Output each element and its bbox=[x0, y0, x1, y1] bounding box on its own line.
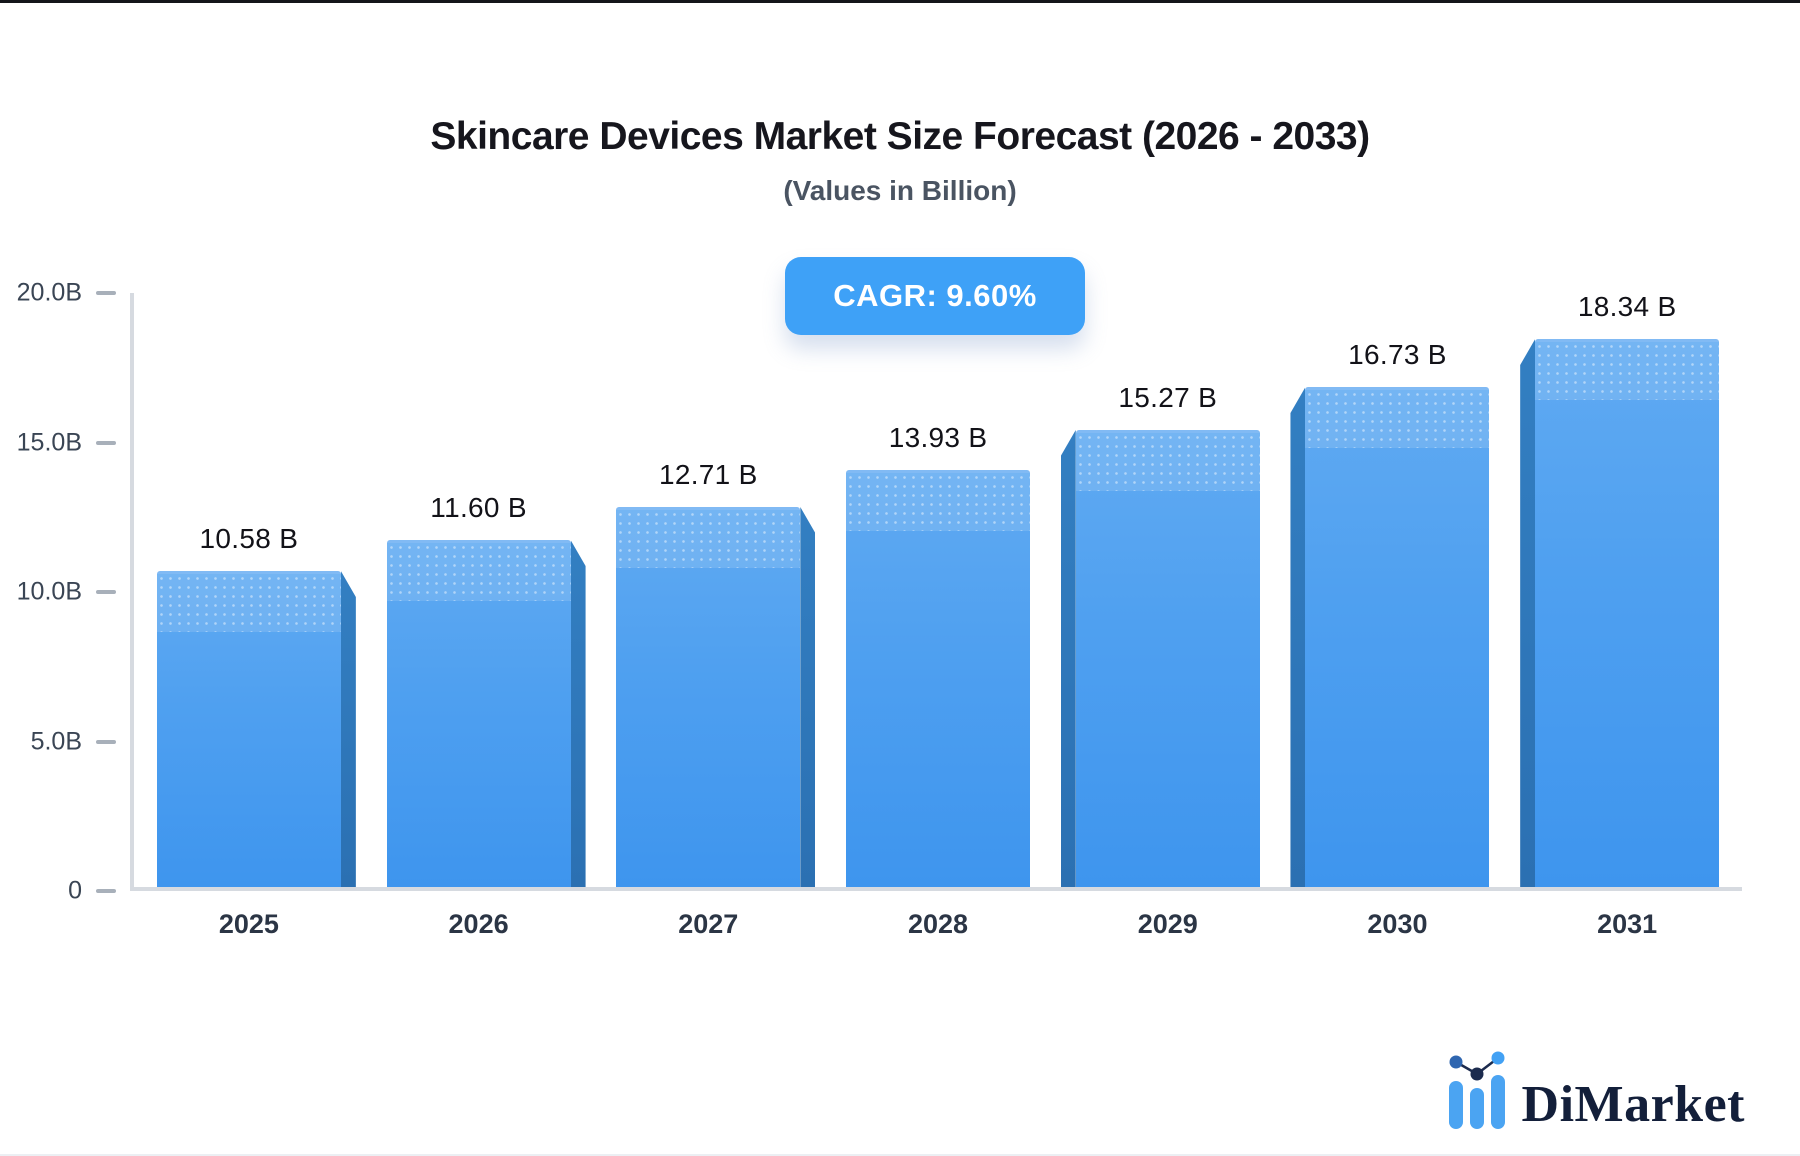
x-axis-label-2026: 2026 bbox=[448, 909, 509, 939]
bar-top-highlight bbox=[616, 510, 801, 568]
cagr-badge: CAGR: 9.60% bbox=[785, 257, 1085, 335]
bar-value-label-2029: 15.27 B bbox=[1118, 382, 1218, 413]
chart-title: Skincare Devices Market Size Forecast (2… bbox=[430, 115, 1370, 158]
bar-top-highlight bbox=[1535, 342, 1720, 400]
bar-2028[interactable] bbox=[846, 470, 1031, 887]
bar-2026[interactable] bbox=[386, 540, 571, 887]
logo-bar-chart-icon bbox=[1448, 1051, 1505, 1129]
bar-band-2027: 12.71 B 2027 bbox=[593, 293, 823, 939]
bar-3d-edge bbox=[340, 571, 356, 887]
bar-2031[interactable] bbox=[1535, 339, 1720, 887]
y-tick-mark bbox=[96, 440, 116, 445]
bar-value-label-2028: 13.93 B bbox=[888, 422, 988, 453]
y-tick-label: 15.0B bbox=[16, 428, 82, 456]
bar-top-highlight bbox=[846, 473, 1031, 531]
dimarket-logo: DiMarket bbox=[1446, 1049, 1745, 1134]
bar-value-label-2031: 18.34 B bbox=[1577, 291, 1677, 322]
bar-band-2029: 15.27 B 2029 bbox=[1053, 293, 1283, 939]
y-tick-mark bbox=[96, 291, 116, 295]
x-axis-label-2029: 2029 bbox=[1137, 909, 1198, 939]
y-tick-label: 20.0B bbox=[16, 278, 82, 307]
logo-text: DiMarket bbox=[1521, 1076, 1745, 1134]
y-tick-label: 5.0B bbox=[30, 727, 82, 755]
bar-band-2028: 13.93 B 2028 bbox=[823, 293, 1053, 939]
bar-value-label-2025: 10.58 B bbox=[199, 523, 299, 554]
bar-top-highlight bbox=[386, 543, 571, 601]
y-tick-mark bbox=[96, 590, 116, 594]
bar-2027[interactable] bbox=[616, 507, 801, 887]
bar-3d-edge bbox=[1290, 387, 1306, 887]
y-tick-label: 10.0B bbox=[16, 577, 82, 606]
bar-3d-edge bbox=[1060, 430, 1076, 887]
bar-top-highlight bbox=[1075, 433, 1260, 491]
bar-3d-edge bbox=[570, 540, 586, 887]
x-axis-label-2031: 2031 bbox=[1597, 909, 1658, 939]
y-tick-mark bbox=[96, 739, 116, 744]
chart-page: Skincare Devices Market Size Forecast (2… bbox=[0, 3, 1800, 1154]
bar-3d-edge bbox=[800, 507, 816, 887]
bar-band-2030: 16.73 B 2030 bbox=[1283, 293, 1513, 939]
bar-value-label-2027: 12.71 B bbox=[658, 459, 758, 490]
x-axis-label-2028: 2028 bbox=[907, 909, 969, 939]
bars-container: 10.58 B 2025 11.60 B 2026 12.71 B 2027 13.93 B… bbox=[134, 291, 1742, 939]
y-tick-label: 0 bbox=[68, 876, 82, 905]
bar-band-2026: 11.60 B 2026 bbox=[364, 293, 594, 939]
bar-2025[interactable] bbox=[156, 571, 341, 887]
bar-top-highlight bbox=[1305, 390, 1490, 448]
bar-2030[interactable] bbox=[1305, 387, 1490, 887]
bar-band-2031: 18.34 B 2031 bbox=[1512, 291, 1742, 939]
bar-value-label-2030: 16.73 B bbox=[1348, 339, 1447, 370]
bar-2029[interactable] bbox=[1075, 430, 1260, 887]
x-axis-label-2025: 2025 bbox=[218, 909, 279, 939]
bar-top-highlight bbox=[156, 574, 341, 632]
y-tick-mark bbox=[96, 889, 116, 893]
cagr-badge-label: CAGR: 9.60% bbox=[833, 278, 1037, 313]
plot-area: 10.58 B 2025 11.60 B 2026 12.71 B 2027 13.93 B… bbox=[130, 291, 1742, 939]
bar-3d-edge bbox=[1520, 339, 1536, 887]
x-axis-label-2027: 2027 bbox=[678, 909, 739, 939]
chart-subtitle: (Values in Billion) bbox=[783, 175, 1017, 206]
x-axis-label-2030: 2030 bbox=[1367, 909, 1428, 939]
bar-band-2025: 10.58 B 2025 bbox=[134, 293, 364, 939]
bar-value-label-2026: 11.60 B bbox=[430, 492, 527, 523]
